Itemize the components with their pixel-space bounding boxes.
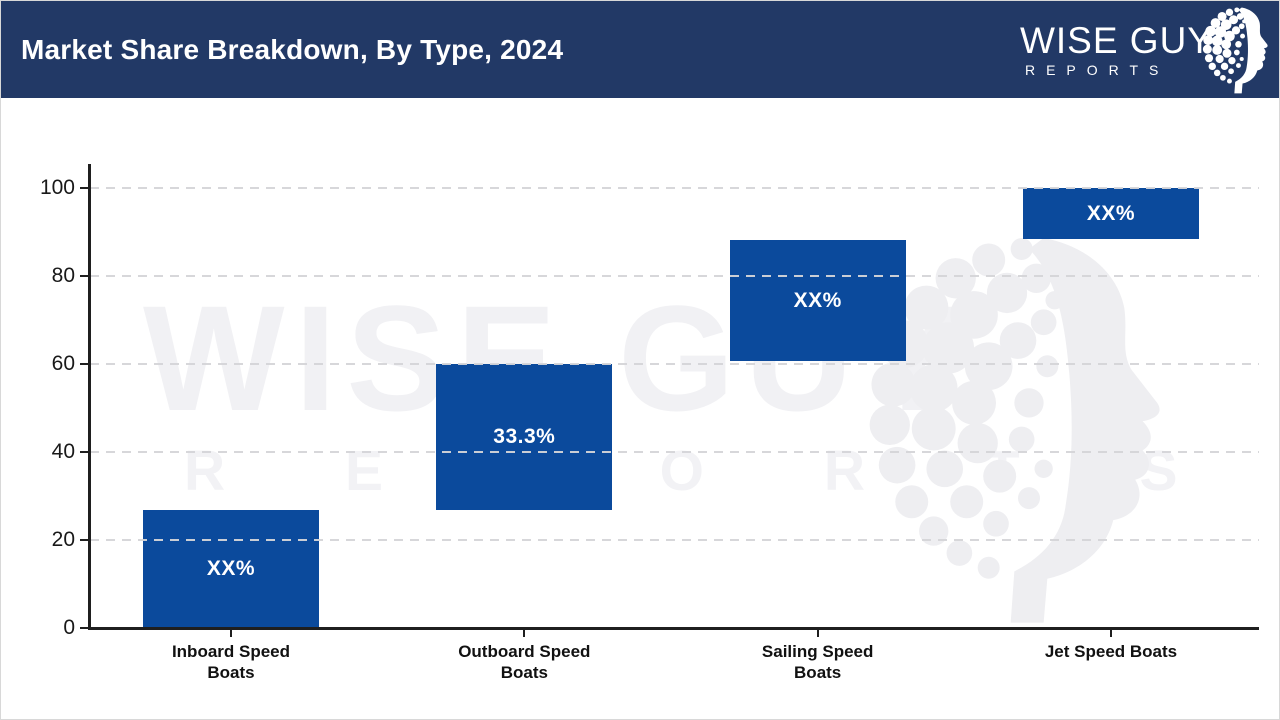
x-axis-tick xyxy=(816,629,819,637)
y-tick-label: 60 xyxy=(51,352,75,375)
x-category-label: Inboard Speed Boats xyxy=(171,642,291,683)
wise-guy-reports-logo: WISE GUY REPORTS xyxy=(1020,1,1273,98)
chart-plot-area: 0 20 40 60 80 100 XX% Inboard Speed Boats 33.3% O… xyxy=(1,98,1279,719)
y-gridline xyxy=(90,539,1259,541)
logo-subtitle: REPORTS xyxy=(1024,62,1170,78)
y-axis-tick xyxy=(80,363,88,365)
page-title: Market Share Breakdown, By Type, 2024 xyxy=(21,33,564,65)
logo-wordmark: WISE GUY xyxy=(1019,20,1213,61)
x-axis-tick xyxy=(523,629,526,637)
x-axis-tick xyxy=(1109,629,1112,637)
y-axis-line xyxy=(88,164,91,630)
chart-bar-jet-speed-boats: XX% xyxy=(1022,188,1199,240)
y-tick-label: 0 xyxy=(63,616,75,639)
bar-value-label: XX% xyxy=(1086,201,1136,225)
y-tick-label: 20 xyxy=(51,528,75,551)
y-gridline xyxy=(90,451,1259,453)
y-tick-label: 100 xyxy=(39,176,75,199)
y-gridline xyxy=(90,275,1259,277)
x-category-label: Sailing Speed Boats xyxy=(761,642,874,683)
bar-value-label: 33.3% xyxy=(493,424,556,448)
bar-value-label: XX% xyxy=(793,288,842,312)
chart-bar-sailing-speed-boats: XX% xyxy=(729,239,906,362)
logo-text: WISE GUY REPORTS xyxy=(1020,22,1213,77)
bar-value-label: XX% xyxy=(206,556,256,580)
chart-bar-outboard-speed-boats: 33.3% xyxy=(436,364,613,510)
x-axis-tick xyxy=(230,629,232,637)
y-axis-tick xyxy=(80,451,88,453)
chart-bar-inboard-speed-boats: XX% xyxy=(143,509,319,628)
y-tick-label: 80 xyxy=(51,264,75,287)
x-axis-line xyxy=(88,627,1259,630)
y-axis-tick xyxy=(80,275,88,277)
y-axis-tick xyxy=(80,539,88,541)
y-gridline xyxy=(90,363,1259,365)
y-axis-tick xyxy=(80,627,88,629)
header-bar: Market Share Breakdown, By Type, 2024 xyxy=(1,1,1279,98)
y-tick-label: 40 xyxy=(51,440,75,463)
logo-head-icon xyxy=(1199,5,1273,95)
x-category-label: Outboard Speed Boats xyxy=(458,642,591,683)
y-axis-tick xyxy=(80,187,88,189)
x-category-label: Jet Speed Boats xyxy=(1044,642,1178,661)
y-gridline xyxy=(90,187,1259,189)
